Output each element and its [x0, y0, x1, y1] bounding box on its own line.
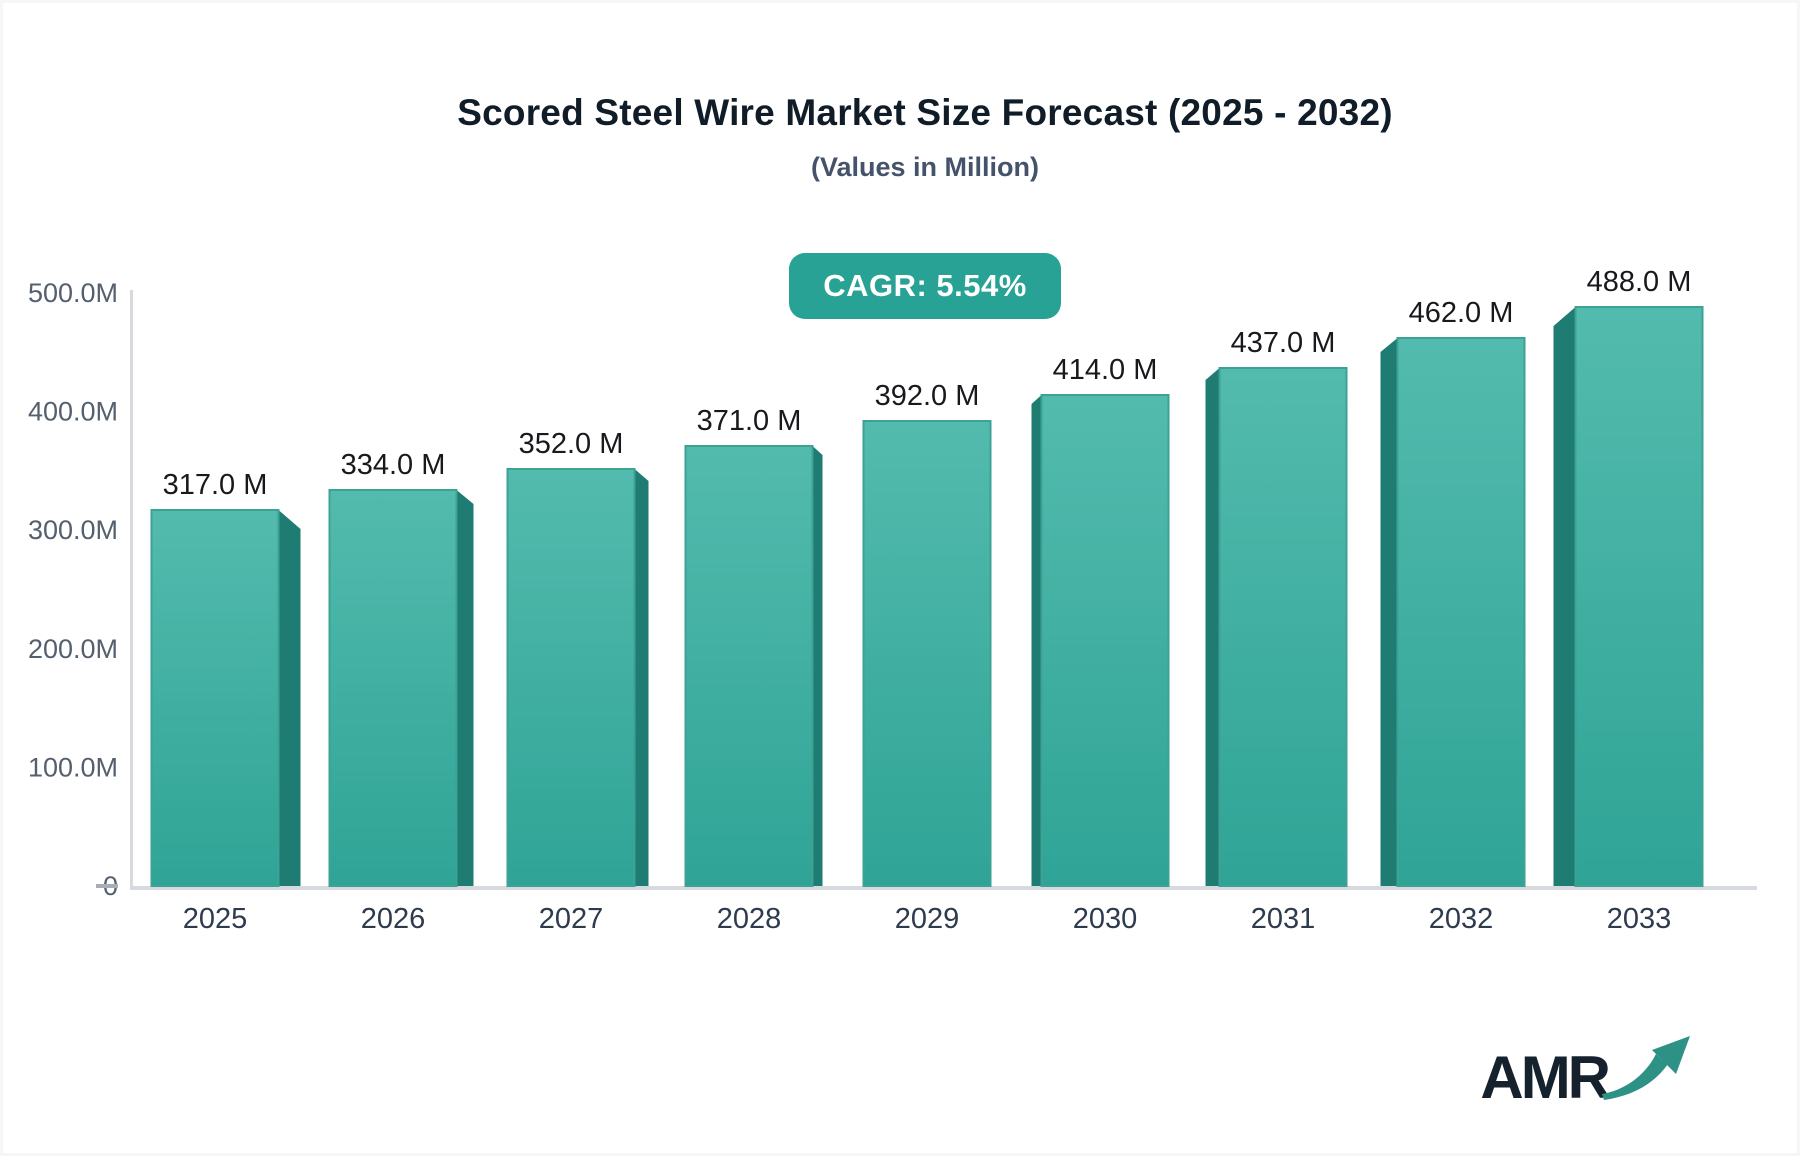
amr-logo-text: AMR — [1480, 1044, 1611, 1111]
bar-side-face-2027 — [634, 469, 649, 886]
x-axis-tick-label-2026: 2026 — [361, 903, 426, 935]
x-axis-tick-label-2029: 2029 — [895, 903, 960, 935]
amr-logo: AMR — [1480, 1028, 1702, 1108]
bar-value-label-2031: 437.0 M — [1231, 327, 1336, 359]
chart-header: Scored Steel Wire Market Size Forecast (… — [50, 92, 1800, 183]
bar-side-face-2025 — [278, 510, 301, 886]
x-axis-tick-label-2028: 2028 — [717, 903, 782, 935]
x-axis-tick-label-2027: 2027 — [539, 903, 604, 935]
cagr-badge: CAGR: 5.54% — [789, 253, 1061, 319]
y-axis-zero-tick — [96, 884, 118, 888]
bar-2030 — [1040, 394, 1170, 887]
bar-value-label-2033: 488.0 M — [1587, 266, 1692, 298]
bar-value-label-2026: 334.0 M — [341, 449, 446, 481]
y-axis-tick-label: 400.0M — [28, 397, 118, 427]
bar-value-label-2025: 317.0 M — [163, 469, 268, 501]
x-axis-tick-label-2025: 2025 — [183, 903, 248, 935]
y-axis-line — [130, 290, 133, 890]
bar-side-face-2031 — [1205, 368, 1220, 886]
amr-logo-arrow-icon — [1602, 1036, 1690, 1100]
bar-value-label-2028: 371.0 M — [697, 405, 802, 437]
x-axis-line — [130, 886, 1757, 890]
y-axis-tick-label: 100.0M — [28, 752, 118, 782]
bar-value-label-2029: 392.0 M — [875, 380, 980, 412]
bar-2025 — [150, 509, 280, 887]
y-axis-tick-label: 500.0M — [28, 278, 118, 308]
y-axis-tick-label: 300.0M — [28, 515, 118, 545]
bar-value-label-2032: 462.0 M — [1409, 297, 1514, 329]
cagr-badge-row: CAGR: 5.54% — [50, 253, 1800, 319]
x-axis-tick-label-2032: 2032 — [1429, 903, 1494, 935]
chart-subtitle: (Values in Million) — [810, 152, 1040, 182]
bar-side-face-2032 — [1380, 338, 1398, 886]
x-axis-tick-label-2030: 2030 — [1073, 903, 1138, 935]
x-axis-tick-label-2033: 2033 — [1607, 903, 1672, 935]
y-axis-tick-label: 200.0M — [28, 634, 118, 664]
bar-2029 — [862, 420, 992, 887]
bar-side-face-2026 — [456, 490, 474, 886]
bar-2032 — [1396, 337, 1526, 887]
bar-2033 — [1574, 306, 1704, 887]
x-axis-tick-label-2031: 2031 — [1251, 903, 1316, 935]
bar-value-label-2027: 352.0 M — [519, 428, 624, 460]
bar-2026 — [328, 489, 458, 887]
bar-2027 — [506, 468, 636, 887]
chart-title: Scored Steel Wire Market Size Forecast (… — [457, 92, 1393, 133]
bar-2031 — [1218, 367, 1348, 887]
bar-side-face-2033 — [1553, 307, 1576, 886]
bar-side-face-2030 — [1031, 395, 1042, 886]
bar-side-face-2028 — [812, 446, 823, 886]
bar-2028 — [684, 445, 814, 887]
bar-value-label-2030: 414.0 M — [1053, 354, 1158, 386]
